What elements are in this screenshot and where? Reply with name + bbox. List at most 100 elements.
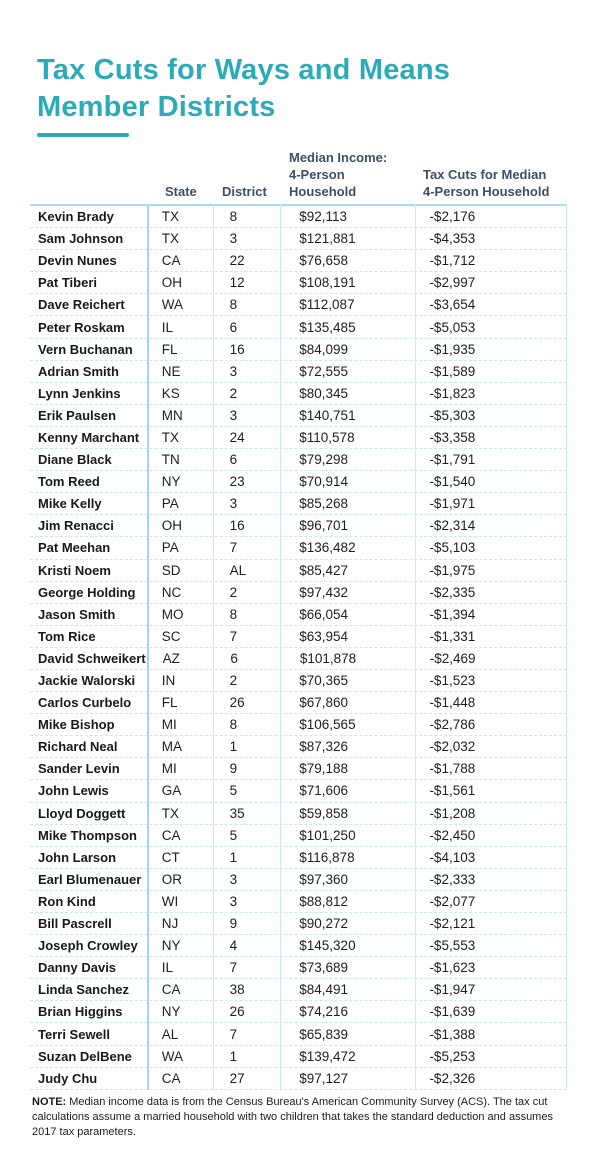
cell-median-income: $70,914 [299, 474, 349, 490]
cell-state: OH [161, 275, 183, 291]
column-header-taxcut-line-1: Tax Cuts for Median [423, 167, 547, 182]
cell-state: NJ [161, 916, 179, 932]
cell-median-income: $80,345 [299, 385, 349, 401]
cell-member-name: Jackie Walorski [38, 673, 136, 689]
cell-state: GA [161, 783, 182, 799]
cell-tax-cut: -$4,103 [429, 849, 476, 865]
cell-tax-cut: -$2,450 [429, 827, 476, 843]
cell-state: WA [161, 1048, 184, 1064]
cell-state: PA [161, 540, 179, 556]
cell-median-income: $101,878 [299, 650, 357, 666]
cell-median-income: $139,472 [299, 1048, 356, 1064]
table-row: Vern Buchanan FL 16 $84,099 -$1,935 [30, 339, 567, 361]
cell-tax-cut: -$2,032 [429, 739, 476, 755]
footnote: NOTE: Median income data is from the Cens… [32, 1095, 580, 1140]
cell-median-income: $106,565 [299, 717, 356, 733]
table-row: Tom Reed NY 23 $70,914 -$1,540 [30, 471, 567, 494]
cell-district: 26 [229, 695, 245, 711]
cell-median-income: $97,127 [299, 1070, 349, 1086]
cell-member-name: Joseph Crowley [38, 938, 138, 954]
cell-tax-cut: -$1,589 [429, 363, 476, 379]
cell-member-name: Terri Sewell [38, 1026, 111, 1042]
cell-median-income: $101,250 [299, 827, 356, 843]
cell-district: 3 [229, 871, 238, 887]
cell-state: TX [161, 209, 180, 225]
cell-tax-cut: -$4,353 [429, 231, 476, 247]
cell-median-income: $140,751 [299, 407, 356, 423]
cell-median-income: $67,860 [299, 695, 349, 711]
table-body: Kevin Brady TX 8 $92,113 -$2,176 Sam Johnson T… [30, 204, 567, 1090]
column-header-state-label: State [165, 184, 197, 199]
cell-district: 1 [229, 1048, 238, 1064]
cell-district: 6 [229, 319, 238, 335]
cell-member-name: Danny Davis [38, 960, 117, 976]
cell-member-name: Erik Paulsen [38, 407, 117, 423]
cell-tax-cut: -$2,333 [429, 871, 476, 887]
cell-district: 8 [229, 297, 238, 313]
cell-median-income: $97,432 [299, 584, 349, 600]
footnote-label: NOTE: [32, 1096, 67, 1108]
cell-district: 3 [229, 407, 238, 423]
cell-member-name: Suzan DelBene [38, 1048, 132, 1064]
cell-state: CA [161, 827, 181, 843]
cell-member-name: Mike Kelly [38, 496, 102, 512]
table-row: Earl Blumenauer OR 3 $97,360 -$2,333 [30, 869, 567, 891]
cell-tax-cut: -$3,358 [429, 429, 476, 445]
cell-district: 2 [229, 673, 238, 689]
footnote-text: Median income data is from the Census Bu… [32, 1096, 553, 1138]
table-row: Mike Thompson CA 5 $101,250 -$2,450 [30, 825, 567, 847]
cell-district: 5 [229, 827, 238, 843]
cell-state: NY [161, 474, 181, 490]
cell-tax-cut: -$1,448 [429, 695, 476, 711]
table-row: Kevin Brady TX 8 $92,113 -$2,176 [30, 206, 567, 229]
cell-median-income: $79,298 [299, 452, 349, 468]
cell-tax-cut: -$1,971 [429, 496, 476, 512]
cell-district: 35 [229, 805, 245, 821]
cell-tax-cut: -$2,176 [429, 209, 476, 225]
cell-state: CA [161, 982, 181, 998]
table-row: Suzan DelBene WA 1 $139,472 -$5,253 [30, 1046, 567, 1068]
cell-district: 4 [229, 938, 238, 954]
cell-state: AL [161, 1026, 179, 1042]
table-row: Ron Kind WI 3 $88,812 -$2,077 [30, 891, 567, 913]
cell-tax-cut: -$1,947 [429, 982, 476, 998]
cell-district: 23 [229, 474, 245, 490]
cell-member-name: Judy Chu [38, 1070, 98, 1086]
column-header-income: Median Income: 4-Person Household [280, 149, 415, 200]
cell-member-name: Dave Reichert [38, 297, 125, 313]
column-header-district: District [213, 183, 280, 200]
cell-member-name: David Schweikert [38, 650, 146, 666]
cell-member-name: Mike Bishop [38, 717, 115, 733]
cell-state: WI [161, 893, 179, 909]
table-row: Jason Smith MO 8 $66,054 -$1,394 [30, 604, 567, 626]
cell-member-name: Pat Meehan [38, 540, 111, 556]
table-row: Sam Johnson TX 3 $121,881 -$4,353 [30, 228, 567, 251]
cell-state: MA [161, 739, 183, 755]
table-row: Brian Higgins NY 26 $74,216 -$1,639 [30, 1001, 567, 1024]
table-row: Mike Bishop MI 8 $106,565 -$2,786 [30, 714, 567, 737]
column-header-taxcut-line-2: 4-Person Household [423, 184, 550, 199]
cell-state: IL [161, 960, 174, 976]
cell-median-income: $92,113 [299, 209, 348, 225]
cell-state: TN [161, 452, 180, 468]
page-title: Tax Cuts for Ways and Means Member Distr… [37, 52, 450, 126]
cell-state: OH [161, 518, 183, 534]
cell-district: 2 [229, 385, 238, 401]
cell-median-income: $73,689 [299, 960, 349, 976]
table-row: Carlos Curbelo FL 26 $67,860 -$1,448 [30, 692, 567, 715]
cell-district: 27 [229, 1070, 245, 1086]
cell-member-name: Kenny Marchant [38, 429, 140, 445]
cell-median-income: $108,191 [299, 275, 356, 291]
cell-district: 22 [229, 253, 245, 269]
cell-member-name: Adrian Smith [38, 363, 119, 379]
cell-district: 3 [229, 893, 238, 909]
cell-tax-cut: -$2,469 [429, 650, 476, 666]
cell-member-name: Devin Nunes [38, 253, 117, 269]
cell-tax-cut: -$2,786 [429, 717, 476, 733]
cell-district: 9 [229, 916, 238, 932]
cell-state: NC [161, 584, 182, 600]
cell-median-income: $88,812 [299, 893, 349, 909]
table-row: Judy Chu CA 27 $97,127 -$2,326 [30, 1068, 567, 1090]
cell-median-income: $87,326 [299, 739, 349, 755]
cell-district: 2 [229, 584, 238, 600]
